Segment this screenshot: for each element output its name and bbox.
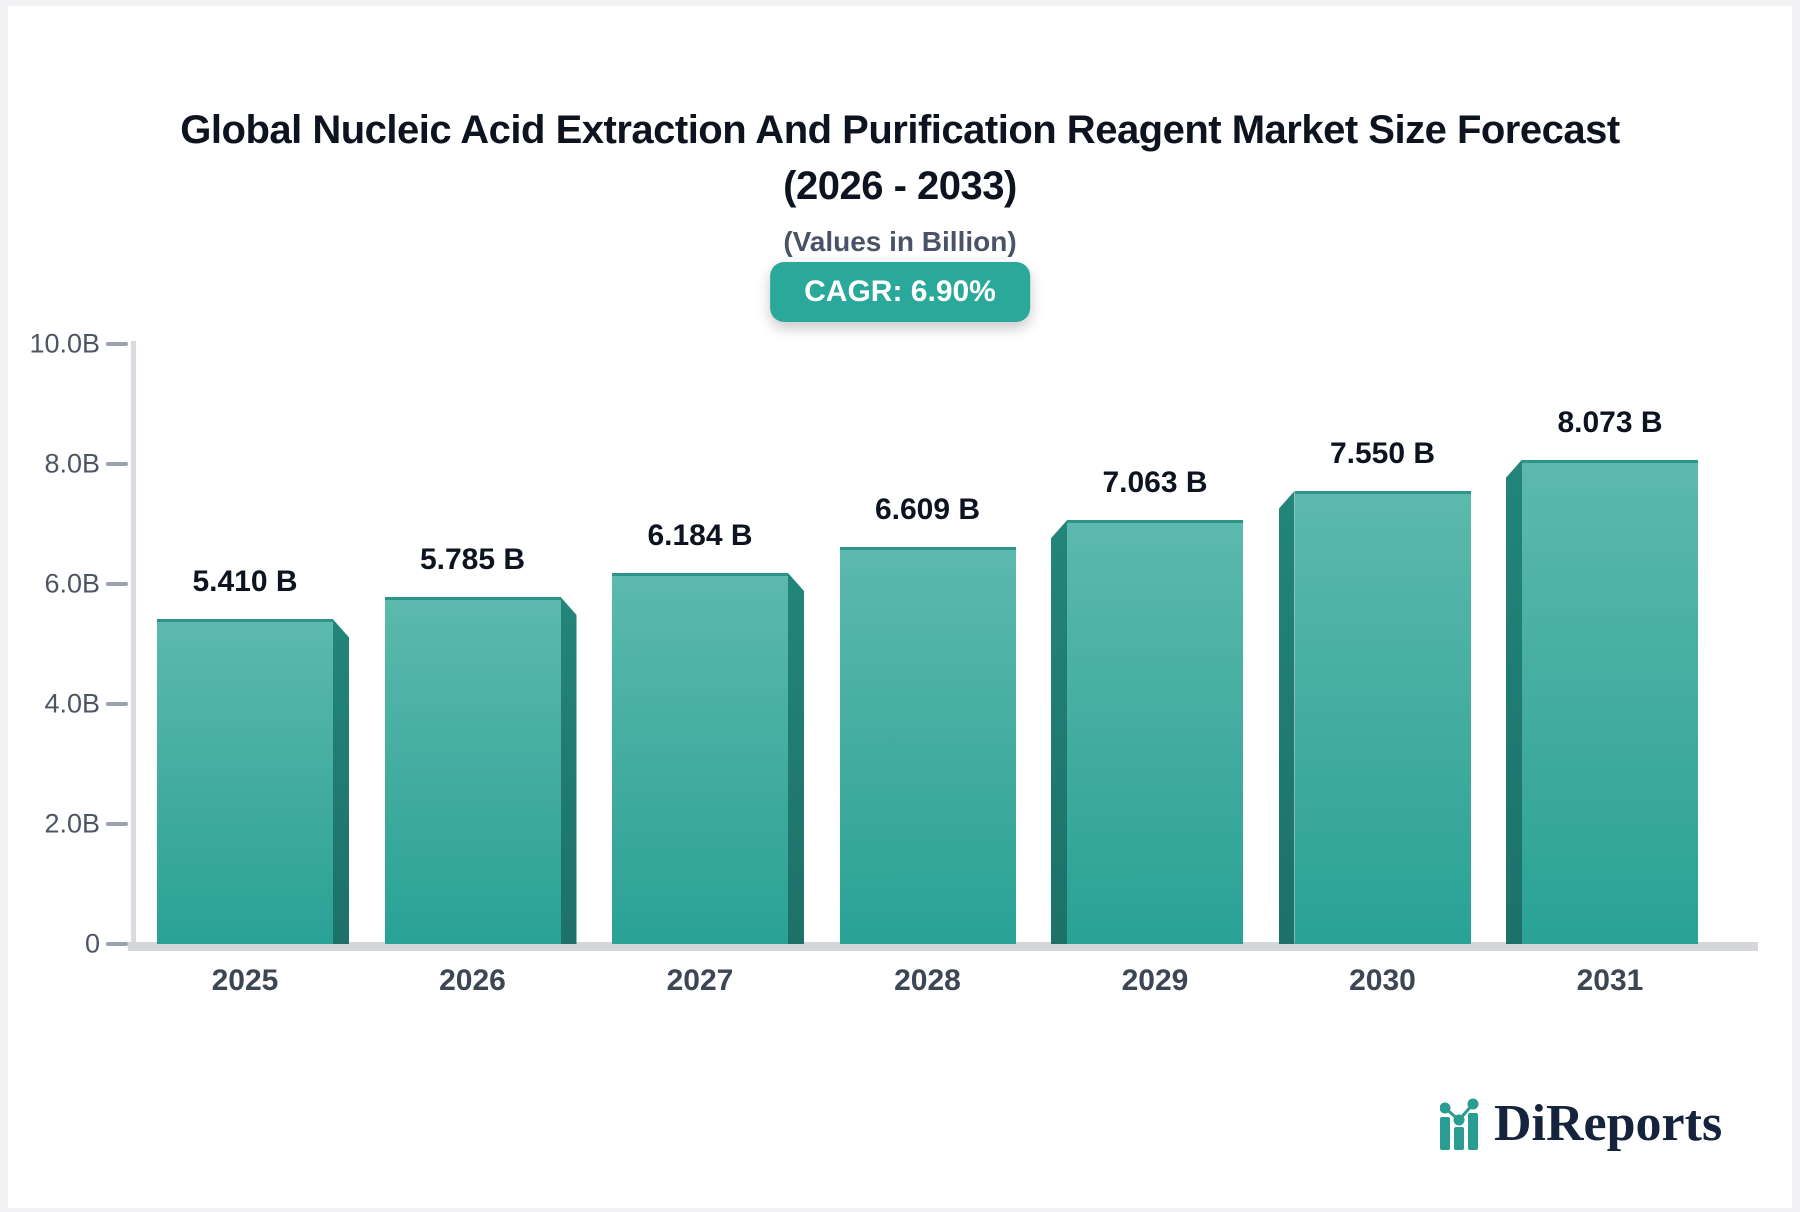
x-axis-label-2027: 2027 <box>666 964 734 997</box>
bar-value-label-2027: 6.184 B <box>647 518 753 552</box>
x-axis-label-2025: 2025 <box>211 964 279 997</box>
chart-subtitle: (Values in Billion) <box>783 226 1017 257</box>
bar-2025 <box>157 619 333 944</box>
bar-side-2026 <box>560 596 577 944</box>
bar-side-2030 <box>1278 491 1295 944</box>
brand-logo: DiReports <box>1440 1096 1722 1152</box>
bar-value-label-2031: 8.073 B <box>1557 405 1663 439</box>
y-axis-tick <box>106 822 128 826</box>
bar-line-chart-icon <box>1440 1098 1479 1150</box>
y-axis-tick-label: 10.0B <box>29 328 100 359</box>
bar-side-2027 <box>788 572 804 944</box>
brand-name: DiReports <box>1494 1095 1723 1152</box>
x-axis-baseline <box>128 942 1758 951</box>
bar-2031 <box>1522 459 1698 944</box>
x-axis-label-2030: 2030 <box>1349 964 1416 997</box>
chart-title-line1: Global Nucleic Acid Extraction And Purif… <box>180 108 1620 152</box>
bar-value-label-2026: 5.785 B <box>419 542 526 576</box>
y-axis-line <box>131 341 136 944</box>
y-axis-tick-label: 2.0B <box>44 808 100 839</box>
y-axis-tick-label: 0 <box>84 928 100 959</box>
y-axis-tick-label: 4.0B <box>44 688 100 719</box>
bar-value-label-2030: 7.550 B <box>1329 437 1436 470</box>
bar-2026 <box>384 596 561 944</box>
y-axis-tick <box>106 342 128 346</box>
bar-value-label-2028: 6.609 B <box>874 493 981 527</box>
bar-value-label-2029: 7.063 B <box>1102 466 1208 500</box>
cagr-badge: CAGR: 6.90% <box>770 262 1030 322</box>
x-axis-label-2028: 2028 <box>894 964 961 997</box>
bar-2027 <box>612 572 788 944</box>
bar-2028 <box>839 547 1016 944</box>
bar-side-2029 <box>1051 520 1067 944</box>
bar-side-2031 <box>1506 459 1522 944</box>
x-axis-label-2026: 2026 <box>439 964 506 997</box>
y-axis-tick <box>106 582 128 586</box>
y-axis-tick <box>106 462 128 466</box>
bar-side-2025 <box>333 619 349 944</box>
y-axis-tick <box>106 942 128 946</box>
y-axis-tick-label: 8.0B <box>44 448 100 479</box>
x-axis-label-2031: 2031 <box>1576 964 1644 997</box>
x-axis-label-2029: 2029 <box>1121 964 1189 997</box>
chart-title-line2: (2026 - 2033) <box>783 164 1017 208</box>
y-axis-tick <box>106 702 128 706</box>
bar-value-label-2025: 5.410 B <box>192 565 298 599</box>
bar-2030 <box>1294 491 1471 944</box>
chart-card: Global Nucleic Acid Extraction And Purif… <box>8 6 1792 1208</box>
bar-2029 <box>1067 520 1243 944</box>
y-axis-tick-label: 6.0B <box>44 568 100 599</box>
